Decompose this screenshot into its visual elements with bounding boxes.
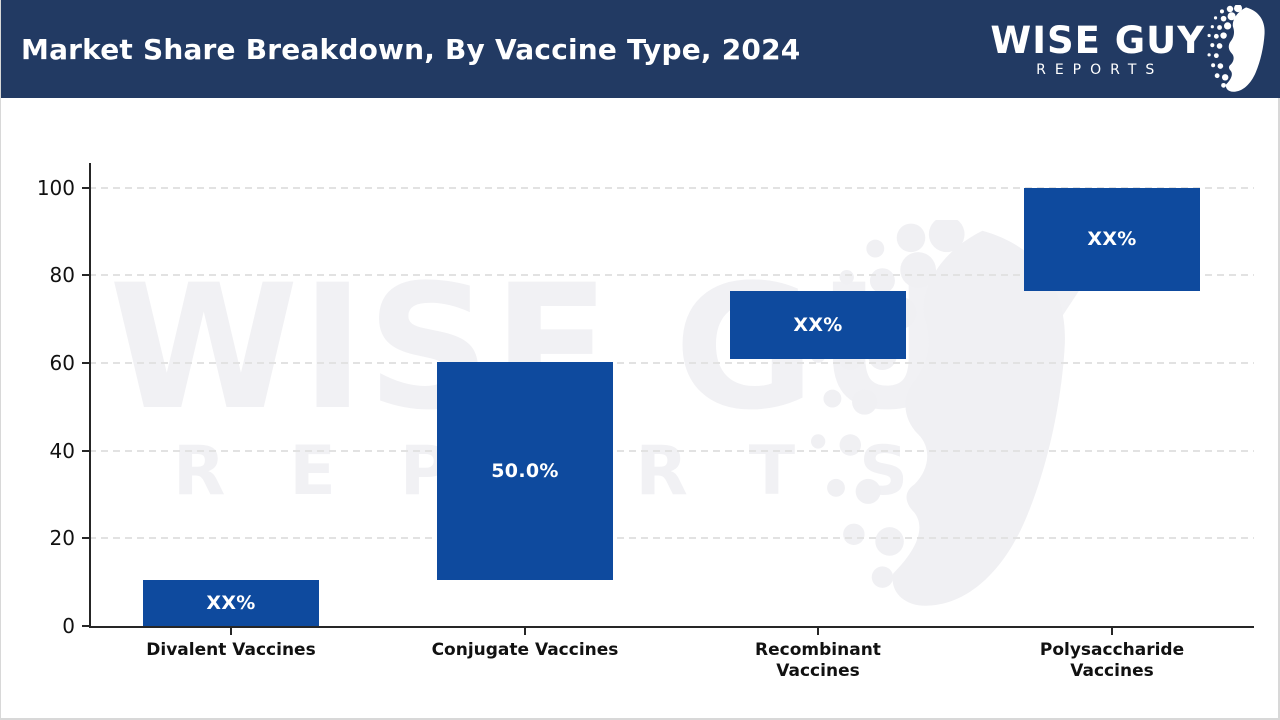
brand-logo-face-icon <box>1207 5 1265 92</box>
y-tick-20 <box>82 537 89 540</box>
y-tick-100 <box>82 186 89 189</box>
x-axis-line <box>89 626 1254 628</box>
category-label-line: Vaccines <box>1070 661 1154 681</box>
header-bar: Market Share Breakdown, By Vaccine Type,… <box>1 0 1280 98</box>
category-label-3: Recombinant Vaccines <box>698 640 938 682</box>
y-tick-60 <box>82 361 89 364</box>
category-label-line: Conjugate Vaccines <box>431 640 619 660</box>
y-tick-80 <box>82 274 89 277</box>
y-tick-label-0: 0 <box>62 614 75 638</box>
y-tick-label-60: 60 <box>49 350 75 375</box>
gridline-60 <box>89 361 1254 364</box>
x-tick-3 <box>817 628 819 635</box>
category-label-line: Vaccines <box>776 661 860 681</box>
y-tick-40 <box>82 449 89 452</box>
category-label-4: Polysaccharide Vaccines <box>992 640 1232 682</box>
brand-logo-text: WISE GUY REPORTS <box>990 19 1205 79</box>
category-label-1: Divalent Vaccines <box>111 640 351 661</box>
category-label-line: Polysaccharide <box>1039 640 1185 660</box>
brand-logo-wise-guy: WISE GUY <box>990 19 1205 62</box>
y-tick-0 <box>82 625 89 627</box>
chart-title: Market Share Breakdown, By Vaccine Type,… <box>21 32 801 66</box>
y-tick-label-40: 40 <box>49 438 75 463</box>
category-label-line: Recombinant <box>755 640 881 660</box>
y-tick-label-100: 100 <box>36 175 75 200</box>
gridline-100 <box>89 186 1254 189</box>
category-label-line: Divalent Vaccines <box>146 640 316 660</box>
bar-1: XX% <box>143 579 319 626</box>
gridline-40 <box>89 449 1254 452</box>
brand-logo-reports: REPORTS <box>1036 62 1164 78</box>
x-tick-2 <box>524 628 526 635</box>
bar-value-label: XX% <box>793 314 843 337</box>
bar-value-label: XX% <box>1087 228 1137 251</box>
bar-3: XX% <box>730 291 906 360</box>
bar-2: 50.0% <box>437 361 613 580</box>
y-tick-label-80: 80 <box>49 263 75 288</box>
x-tick-4 <box>1111 628 1113 635</box>
brand-logo: WISE GUY REPORTS <box>990 5 1269 94</box>
category-label-2: Conjugate Vaccines <box>405 640 645 661</box>
bar-4: XX% <box>1024 187 1200 292</box>
x-tick-1 <box>230 628 232 635</box>
bar-value-label: XX% <box>206 591 256 614</box>
y-tick-label-20: 20 <box>49 526 75 551</box>
gridline-80 <box>89 274 1254 277</box>
bar-value-label: 50.0% <box>491 459 559 482</box>
gridline-20 <box>89 537 1254 540</box>
y-axis-line <box>89 163 91 628</box>
